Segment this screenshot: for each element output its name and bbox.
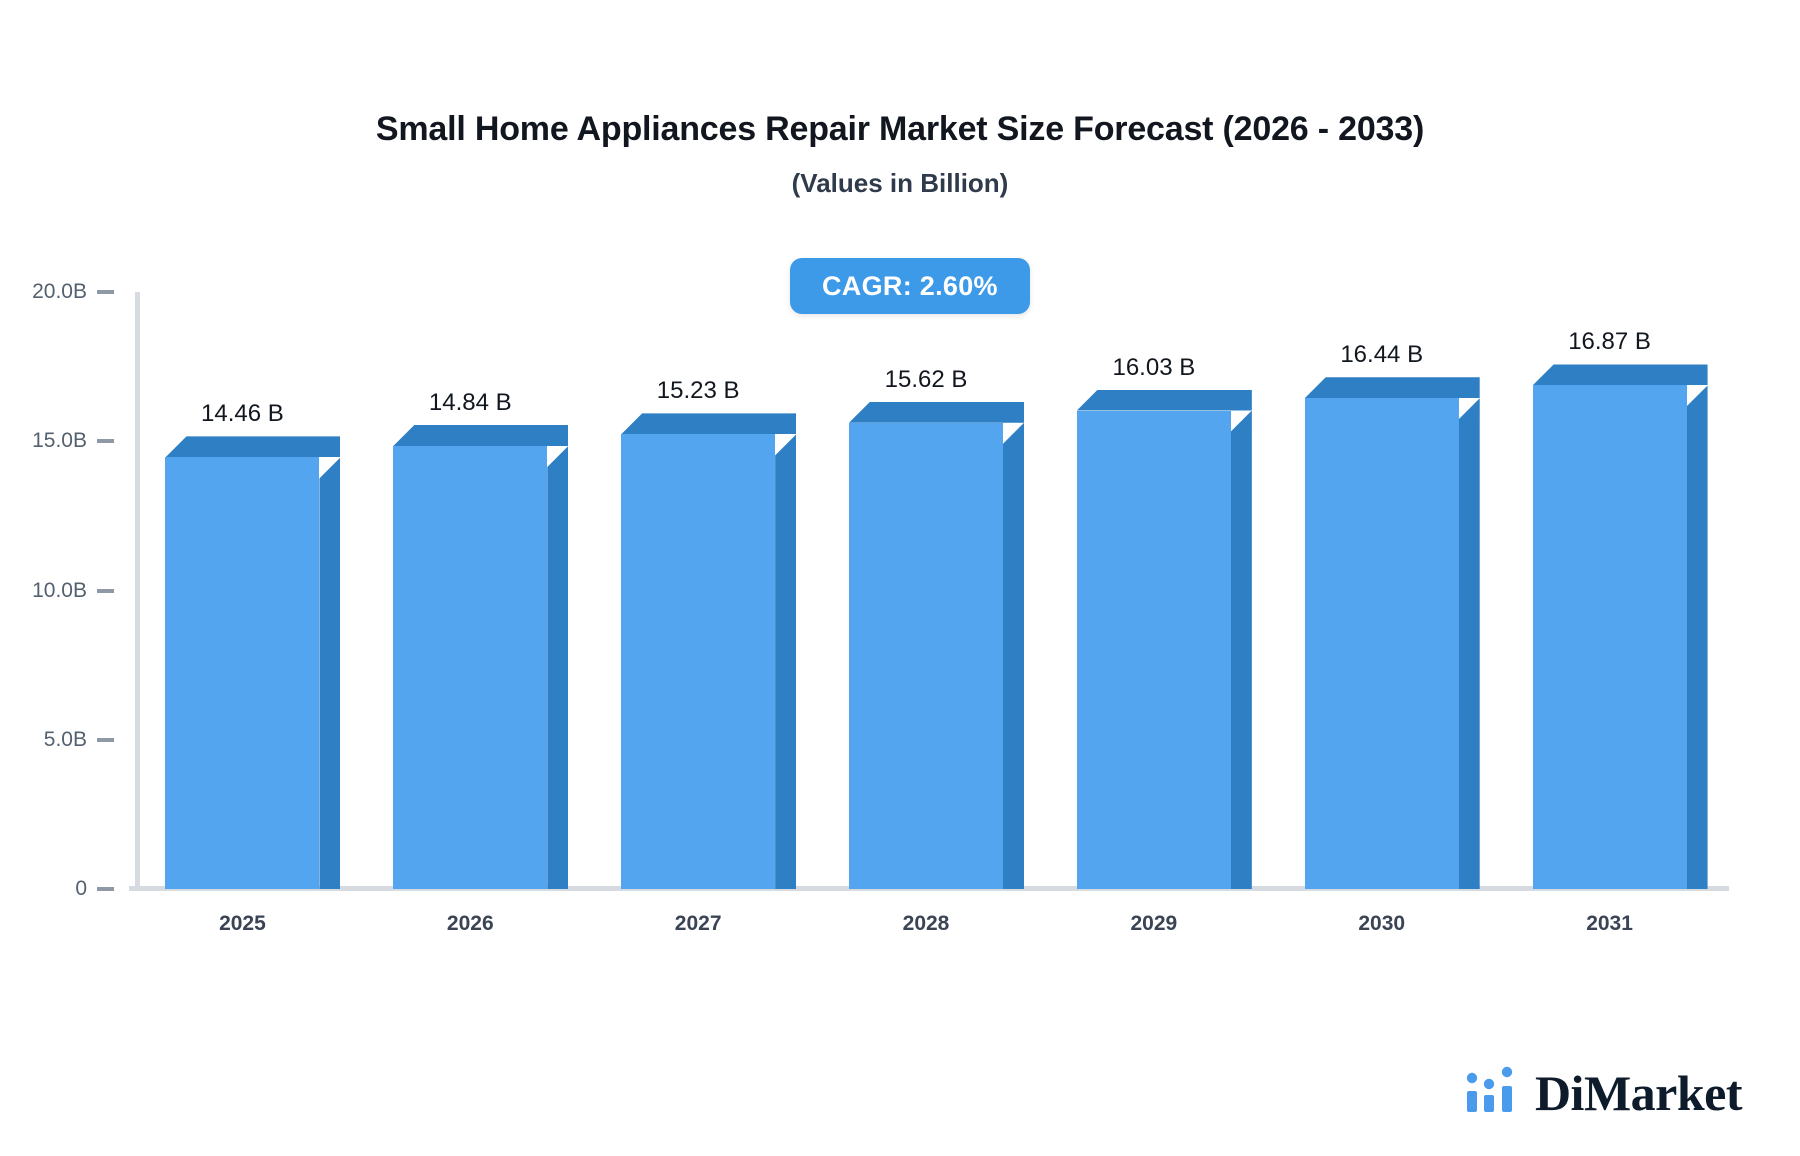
bar-top-face [165, 436, 341, 458]
page-title: Small Home Appliances Repair Market Size… [375, 110, 1425, 148]
y-axis-tick-mark [97, 887, 114, 891]
bar-front-face [849, 422, 1003, 889]
bar-side-face [1230, 410, 1252, 889]
bar-column[interactable]: 16.87 B [1532, 328, 1708, 889]
chart-subtitle: (Values in Billion) [791, 168, 1009, 198]
plot-area: 0 5.0B 10.0B 15.0B 20.0B 14.46 B 14.84 B 15.23… [32, 280, 1730, 935]
bar-top-face [849, 401, 1024, 423]
bar-value-label: 15.23 B [656, 377, 740, 405]
bar-front-face [1076, 410, 1231, 889]
y-axis-tick-label: 5.0B [43, 727, 87, 751]
bar-top-face [621, 413, 797, 435]
bar-value-label: 15.62 B [884, 365, 968, 393]
y-axis-tick-label: 10.0B [32, 578, 87, 602]
bar-column[interactable]: 16.44 B [1304, 341, 1480, 889]
bar-top-face [393, 425, 569, 447]
bar-side-face [547, 446, 569, 889]
bar-front-face [1532, 385, 1687, 889]
bar-value-label: 14.46 B [201, 400, 284, 428]
x-axis-tick-label: 2028 [902, 912, 950, 935]
bar-value-label: 16.44 B [1340, 341, 1424, 369]
bar-front-face [621, 434, 776, 889]
bar-side-face [1458, 398, 1480, 889]
x-axis-tick-label: 2030 [1358, 912, 1406, 935]
y-axis-line [135, 292, 140, 889]
bar-side-face [1686, 385, 1708, 889]
x-axis-tick-label: 2027 [674, 912, 722, 935]
bar-side-face [1003, 422, 1024, 889]
y-axis-tick-mark [97, 737, 114, 742]
y-axis-tick-mark [97, 439, 114, 444]
y-axis-tick-mark [97, 290, 114, 294]
bar-side-face [319, 457, 341, 889]
bar-side-face [775, 434, 797, 889]
x-axis-tick-label: 2025 [219, 912, 266, 935]
bar-front-face [1304, 398, 1459, 889]
logo-text: DiMarket [1534, 1064, 1743, 1121]
cagr-badge: CAGR: 2.60% [790, 258, 1030, 314]
bar-top-face [1304, 377, 1480, 399]
y-axis-tick-label: 20.0B [32, 280, 87, 303]
cagr-badge-label: CAGR: 2.60% [822, 270, 998, 301]
bar-chart-icon [1465, 1065, 1521, 1120]
y-axis-tick-label: 0 [75, 877, 87, 900]
y-axis-tick-label: 15.0B [32, 429, 87, 453]
x-axis-tick-label: 2026 [446, 912, 494, 935]
x-axis-tick-label: 2031 [1586, 912, 1633, 935]
bar-front-face [165, 457, 320, 889]
x-axis-tick-label: 2029 [1130, 912, 1178, 935]
bar-top-face [1076, 389, 1252, 411]
bars-layer: 14.46 B 14.84 B 15.23 B 15.62 B 16.03 B 16.44… [135, 292, 1730, 889]
bar-front-face [393, 446, 548, 889]
bar-column[interactable]: 14.84 B [393, 389, 569, 889]
bar-column[interactable]: 15.23 B [621, 377, 797, 889]
bar-top-face [1532, 364, 1708, 386]
bar-value-label: 16.03 B [1112, 353, 1196, 381]
bar-column[interactable]: 15.62 B [849, 366, 1024, 889]
bar-value-label: 16.87 B [1568, 328, 1651, 356]
brand-logo: DiMarket [1465, 1064, 1743, 1121]
bar-column[interactable]: 14.46 B [165, 400, 341, 889]
y-axis-tick-mark [97, 588, 114, 593]
bar-column[interactable]: 16.03 B [1076, 354, 1252, 889]
bar-value-label: 14.84 B [428, 389, 512, 417]
